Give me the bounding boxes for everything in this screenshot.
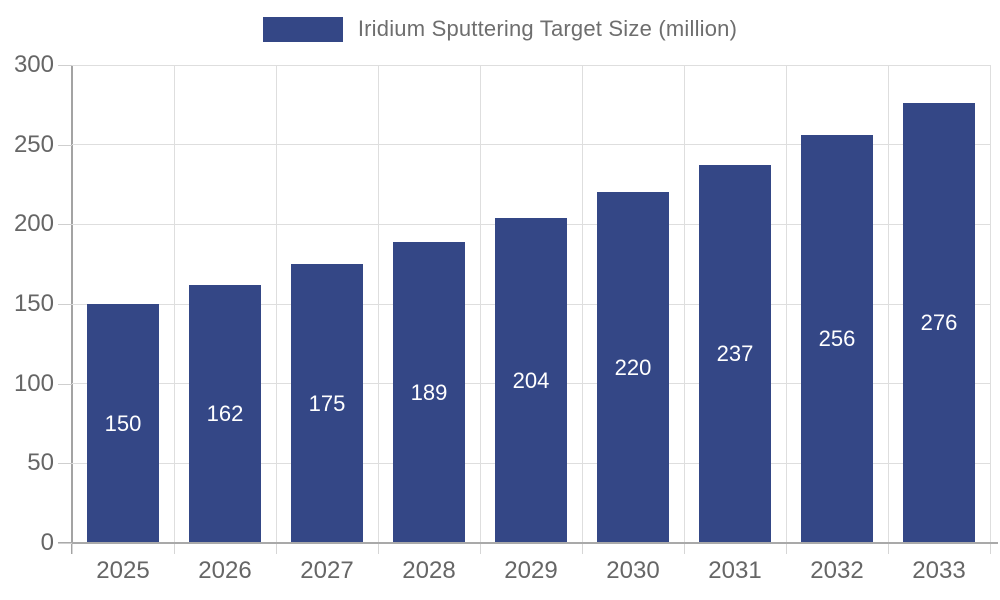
x-tick-label: 2030 xyxy=(606,557,660,584)
x-axis-tick xyxy=(480,544,481,554)
bar-2033: 276 xyxy=(903,103,975,543)
x-axis-tick xyxy=(684,544,685,554)
x-axis-line xyxy=(58,542,998,544)
bar-2026: 162 xyxy=(189,285,261,543)
h-gridline xyxy=(72,64,990,66)
legend-item[interactable]: Iridium Sputtering Target Size (million) xyxy=(0,14,1000,44)
bar-2032: 256 xyxy=(801,135,873,543)
bar-2027: 175 xyxy=(291,264,363,543)
x-tick-label: 2025 xyxy=(96,557,150,584)
v-gridline xyxy=(173,65,175,543)
h-gridline xyxy=(72,144,990,146)
x-tick-label: 2026 xyxy=(198,557,252,584)
v-gridline xyxy=(785,65,787,543)
bar-value-label: 162 xyxy=(206,401,244,426)
bar-value-label: 189 xyxy=(410,379,448,405)
y-tick-label: 300 xyxy=(13,51,54,78)
bar-value-label: 204 xyxy=(512,367,550,393)
y-axis-tick xyxy=(58,463,72,465)
y-axis-tick xyxy=(58,224,72,226)
x-tick-label: 2031 xyxy=(708,557,762,584)
x-tick-label: 2032 xyxy=(810,557,864,584)
y-axis-tick xyxy=(58,65,72,66)
v-gridline xyxy=(479,65,481,543)
v-gridline xyxy=(377,65,379,543)
x-axis-tick xyxy=(786,544,787,554)
v-gridline xyxy=(887,65,889,543)
y-axis-tick xyxy=(58,383,72,385)
v-gridline xyxy=(683,65,685,543)
x-axis-tick xyxy=(582,544,583,554)
v-gridline xyxy=(275,65,277,543)
y-tick-label: 0 xyxy=(40,529,54,556)
y-axis-line xyxy=(71,65,73,554)
x-axis-tick xyxy=(378,544,379,554)
y-tick-label: 200 xyxy=(13,210,54,238)
bar-value-label: 276 xyxy=(920,310,958,335)
y-tick-label: 150 xyxy=(13,290,54,317)
bar-value-label: 150 xyxy=(104,410,142,436)
y-tick-label: 50 xyxy=(27,449,54,477)
legend-swatch xyxy=(262,16,343,42)
x-tick-label: 2028 xyxy=(402,557,456,584)
bar-value-label: 175 xyxy=(308,390,346,416)
x-axis-tick xyxy=(888,544,889,554)
bar-2025: 150 xyxy=(87,304,159,543)
x-tick-label: 2029 xyxy=(504,557,558,584)
x-tick-label: 2027 xyxy=(300,557,354,584)
x-tick-label: 2033 xyxy=(912,557,966,584)
y-tick-label: 100 xyxy=(13,369,54,397)
plot-area: 150 162 175 189 204 220 237 256 276 xyxy=(72,64,991,543)
x-axis-tick xyxy=(72,544,73,554)
x-axis-tick xyxy=(276,544,277,554)
y-tick-label: 250 xyxy=(13,130,54,158)
y-axis-tick xyxy=(58,304,72,305)
bar-2029: 204 xyxy=(495,218,567,543)
v-gridline xyxy=(989,65,991,543)
v-gridline xyxy=(581,65,583,543)
bar-value-label: 220 xyxy=(614,354,652,380)
y-axis-tick xyxy=(58,543,72,544)
bar-2028: 189 xyxy=(393,242,465,543)
x-axis-tick xyxy=(174,544,175,554)
bar-2030: 220 xyxy=(597,192,669,543)
legend-label: Iridium Sputtering Target Size (million) xyxy=(357,16,738,41)
bar-2031: 237 xyxy=(699,165,771,543)
y-axis-tick xyxy=(58,144,72,146)
bar-value-label: 256 xyxy=(818,326,856,351)
bar-value-label: 237 xyxy=(716,341,754,366)
x-axis-tick xyxy=(990,544,991,554)
